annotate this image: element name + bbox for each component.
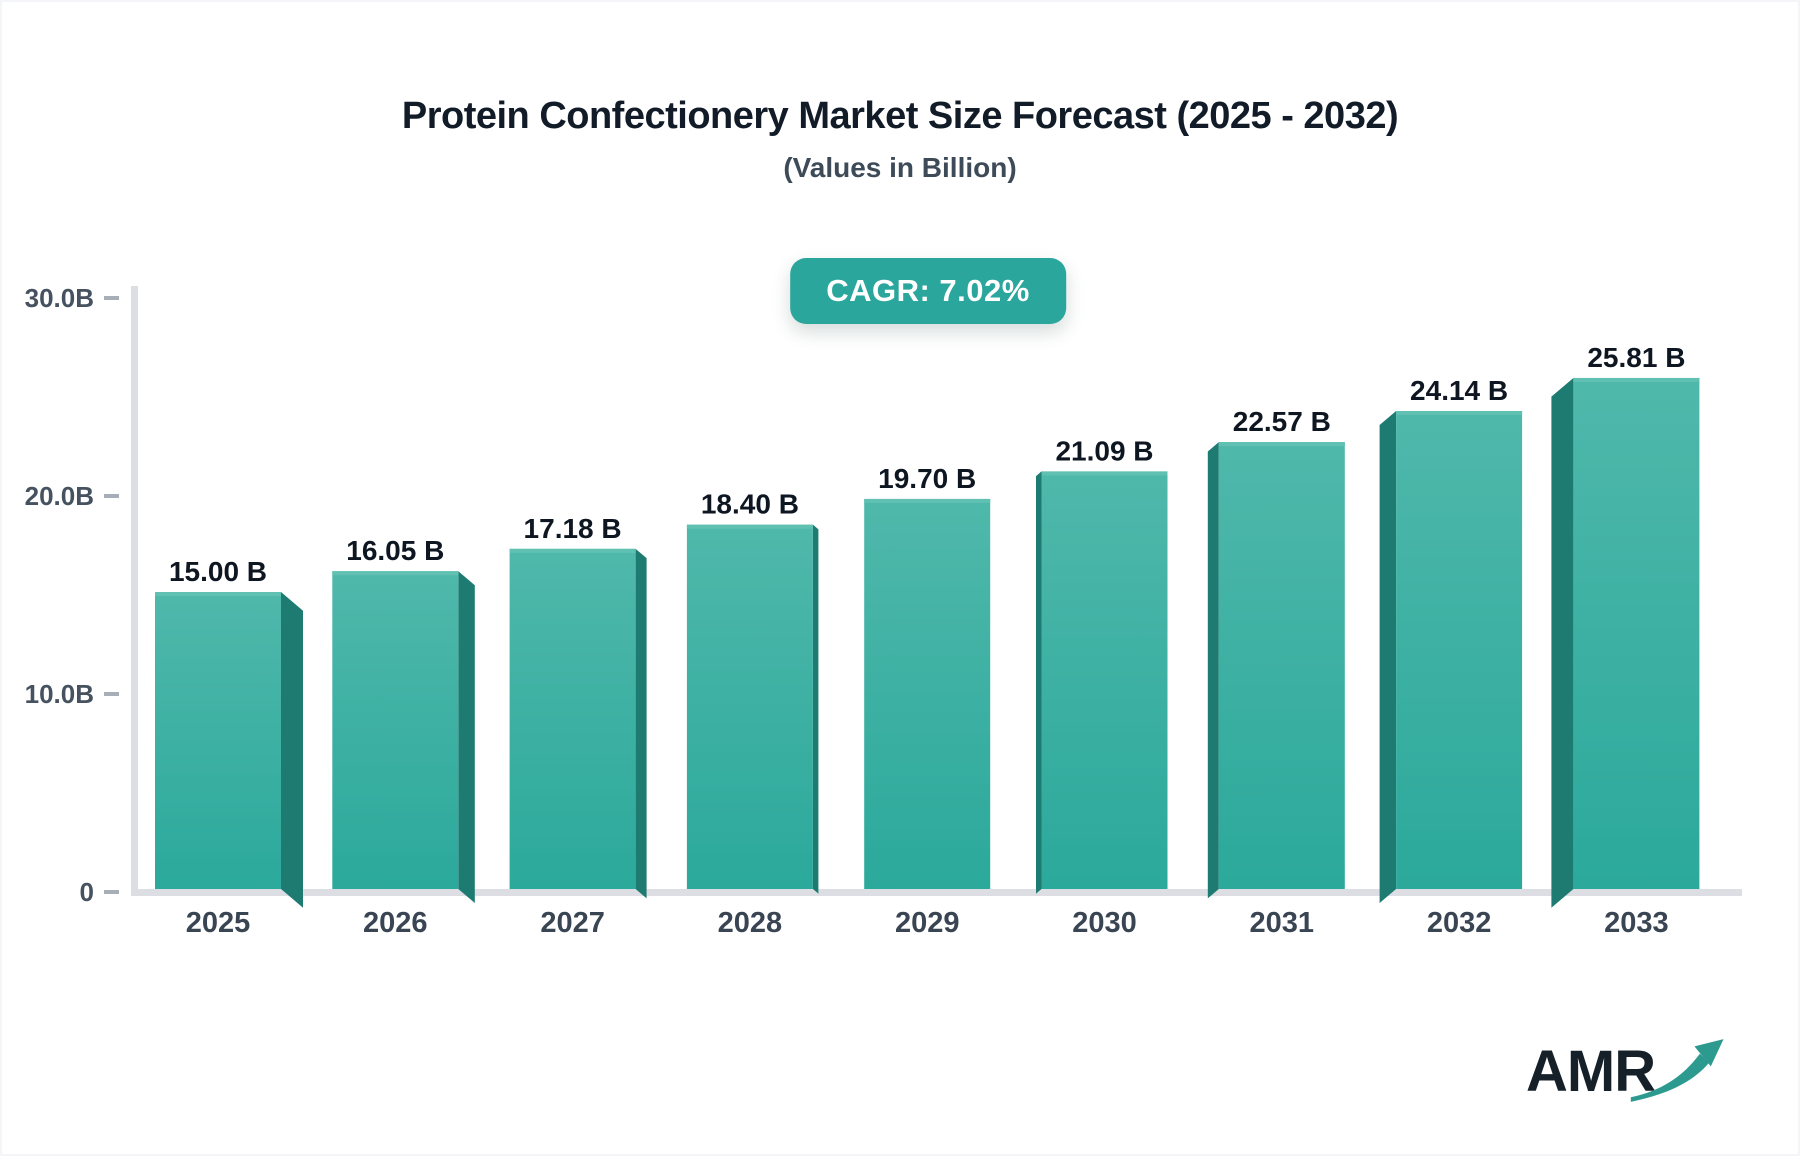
bar-top-edge-2033 <box>1573 377 1700 382</box>
bar-2025 <box>155 592 281 889</box>
x-axis-label-2030: 2030 <box>1072 907 1137 939</box>
bar-2033 <box>1573 377 1700 889</box>
y-tick-mark <box>104 692 119 696</box>
bar-2030 <box>1041 471 1168 889</box>
brand-logo: AMR <box>1526 1032 1729 1104</box>
growth-arrow-icon <box>1630 1039 1724 1102</box>
bar-value-label-2027: 17.18 B <box>524 513 622 544</box>
y-axis-line <box>131 286 138 896</box>
cagr-badge: CAGR: 7.02% <box>790 258 1066 324</box>
bar-value-label-2030: 21.09 B <box>1055 435 1153 466</box>
bar-2032 <box>1396 411 1523 889</box>
bar-top-edge-2032 <box>1396 411 1523 416</box>
bar-top-edge-2028 <box>686 524 813 529</box>
bar-side-2031 <box>1207 442 1219 899</box>
x-axis-label-2025: 2025 <box>186 907 251 939</box>
bar-value-label-2026: 16.05 B <box>346 535 444 566</box>
page-title: Protein Confectionery Market Size Foreca… <box>401 95 1399 137</box>
bar-value-label-2033: 25.81 B <box>1587 342 1685 373</box>
bar-top-edge-2027 <box>509 548 636 553</box>
x-axis-label-2031: 2031 <box>1250 907 1315 939</box>
y-tick-mark <box>104 494 119 498</box>
bar-side-2033 <box>1551 377 1574 908</box>
y-axis-label: 10.0B <box>25 679 94 709</box>
bar-2026 <box>332 571 459 889</box>
bar-top-edge-2030 <box>1041 471 1168 476</box>
bar-top-edge-2031 <box>1218 442 1345 447</box>
bar-2031 <box>1218 442 1345 889</box>
x-axis-label-2029: 2029 <box>895 907 960 939</box>
bar-top-edge-2026 <box>332 571 459 576</box>
bar-side-2030 <box>1036 471 1042 894</box>
y-axis-label: 30.0B <box>25 283 94 313</box>
x-axis-label-2026: 2026 <box>363 907 428 939</box>
logo-text: AMR <box>1526 1039 1656 1104</box>
x-axis-label-2028: 2028 <box>718 907 783 939</box>
bar-side-2028 <box>812 524 819 894</box>
y-axis-label: 0 <box>80 877 94 907</box>
x-axis-line <box>131 889 1742 896</box>
chart-subtitle: (Values in Billion) <box>783 152 1017 183</box>
bar-2028 <box>686 524 813 889</box>
bar-top-edge-2025 <box>155 592 281 596</box>
bar-value-label-2032: 24.14 B <box>1410 375 1508 406</box>
bar-side-2026 <box>458 571 475 904</box>
bar-value-label-2028: 18.40 B <box>701 489 799 520</box>
y-tick-mark <box>104 296 119 300</box>
bar-2027 <box>509 548 636 889</box>
bar-2029 <box>864 498 991 889</box>
y-axis-label: 20.0B <box>25 481 94 511</box>
x-axis-label-2032: 2032 <box>1427 907 1492 939</box>
y-tick-mark <box>104 890 119 894</box>
bar-value-label-2031: 22.57 B <box>1233 406 1331 437</box>
bar-side-2032 <box>1379 411 1397 904</box>
bar-side-2027 <box>635 548 647 899</box>
bar-top-edge-2029 <box>864 498 991 503</box>
bar-side-2025 <box>281 592 303 908</box>
bar-value-label-2025: 15.00 B <box>169 556 267 587</box>
bar-value-label-2029: 19.70 B <box>878 463 976 494</box>
x-axis-label-2027: 2027 <box>540 907 605 939</box>
x-axis-label-2033: 2033 <box>1604 907 1669 939</box>
